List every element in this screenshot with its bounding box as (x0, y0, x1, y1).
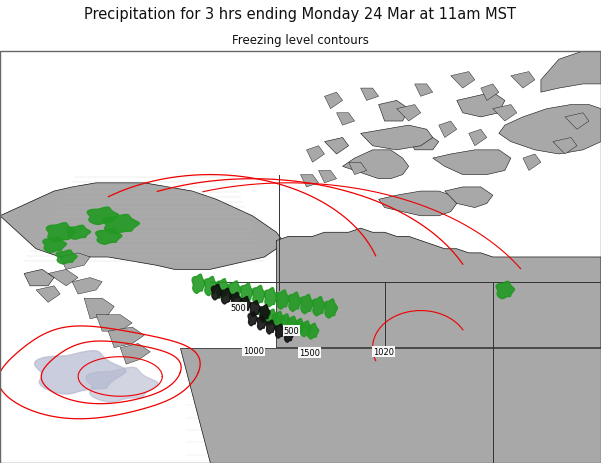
Polygon shape (496, 282, 514, 299)
Polygon shape (46, 223, 75, 242)
Polygon shape (266, 320, 275, 334)
Polygon shape (439, 122, 457, 138)
Polygon shape (84, 299, 114, 319)
Polygon shape (180, 348, 601, 463)
Polygon shape (248, 312, 257, 326)
Polygon shape (259, 307, 270, 323)
Polygon shape (553, 138, 577, 155)
Polygon shape (108, 327, 144, 348)
Polygon shape (300, 321, 312, 337)
Polygon shape (319, 171, 337, 183)
Polygon shape (325, 299, 337, 319)
Polygon shape (325, 93, 343, 109)
Polygon shape (72, 278, 102, 294)
Polygon shape (457, 93, 505, 118)
Polygon shape (273, 312, 284, 327)
Polygon shape (192, 275, 205, 294)
Polygon shape (361, 126, 433, 150)
Polygon shape (221, 289, 231, 304)
Polygon shape (96, 315, 132, 332)
Polygon shape (0, 183, 282, 270)
Polygon shape (307, 324, 319, 339)
Polygon shape (34, 351, 126, 394)
Text: 1000: 1000 (243, 347, 264, 356)
Polygon shape (60, 253, 90, 270)
Polygon shape (361, 89, 379, 101)
Polygon shape (349, 163, 367, 175)
Polygon shape (337, 113, 355, 126)
Polygon shape (48, 270, 78, 286)
Polygon shape (325, 138, 349, 155)
Polygon shape (216, 279, 229, 298)
Text: 500: 500 (284, 326, 299, 335)
Polygon shape (300, 175, 319, 188)
Polygon shape (511, 72, 535, 89)
Polygon shape (565, 113, 589, 130)
Polygon shape (469, 130, 487, 146)
Polygon shape (250, 301, 260, 317)
Text: Precipitation for 3 hrs ending Monday 24 Mar at 11am MST: Precipitation for 3 hrs ending Monday 24… (85, 7, 516, 22)
Polygon shape (260, 305, 270, 321)
Polygon shape (120, 344, 150, 364)
Polygon shape (264, 288, 277, 307)
Polygon shape (204, 277, 217, 296)
Polygon shape (212, 285, 222, 300)
Polygon shape (493, 105, 517, 122)
Polygon shape (293, 319, 305, 335)
Polygon shape (67, 226, 91, 240)
Polygon shape (257, 316, 266, 330)
Polygon shape (409, 134, 439, 150)
Text: Freezing level contours: Freezing level contours (232, 34, 369, 47)
Polygon shape (300, 295, 313, 314)
Polygon shape (288, 293, 301, 312)
Polygon shape (96, 229, 122, 244)
Polygon shape (228, 282, 241, 300)
Polygon shape (86, 368, 158, 402)
Polygon shape (43, 238, 67, 253)
Polygon shape (24, 270, 54, 286)
Polygon shape (240, 297, 251, 313)
Polygon shape (523, 155, 541, 171)
Polygon shape (252, 286, 265, 305)
Polygon shape (379, 101, 409, 122)
Polygon shape (451, 72, 475, 89)
Polygon shape (103, 215, 139, 234)
Polygon shape (240, 283, 253, 303)
Text: 1020: 1020 (373, 348, 394, 357)
Polygon shape (276, 290, 289, 309)
Polygon shape (397, 105, 421, 122)
Polygon shape (433, 150, 511, 175)
Polygon shape (276, 229, 601, 348)
Polygon shape (445, 188, 493, 208)
Polygon shape (284, 329, 293, 343)
Polygon shape (56, 250, 77, 264)
Polygon shape (499, 105, 601, 155)
Polygon shape (36, 286, 60, 303)
Polygon shape (231, 293, 241, 308)
Polygon shape (307, 146, 325, 163)
Polygon shape (379, 192, 457, 216)
Polygon shape (87, 207, 118, 225)
Polygon shape (275, 325, 284, 338)
Polygon shape (313, 297, 325, 316)
Polygon shape (343, 150, 409, 179)
Polygon shape (415, 85, 433, 97)
Polygon shape (266, 310, 278, 325)
Text: 500: 500 (230, 303, 246, 312)
Polygon shape (541, 52, 601, 93)
Text: 1500: 1500 (299, 348, 320, 357)
Polygon shape (279, 314, 291, 330)
Polygon shape (481, 85, 499, 101)
Polygon shape (286, 317, 298, 332)
